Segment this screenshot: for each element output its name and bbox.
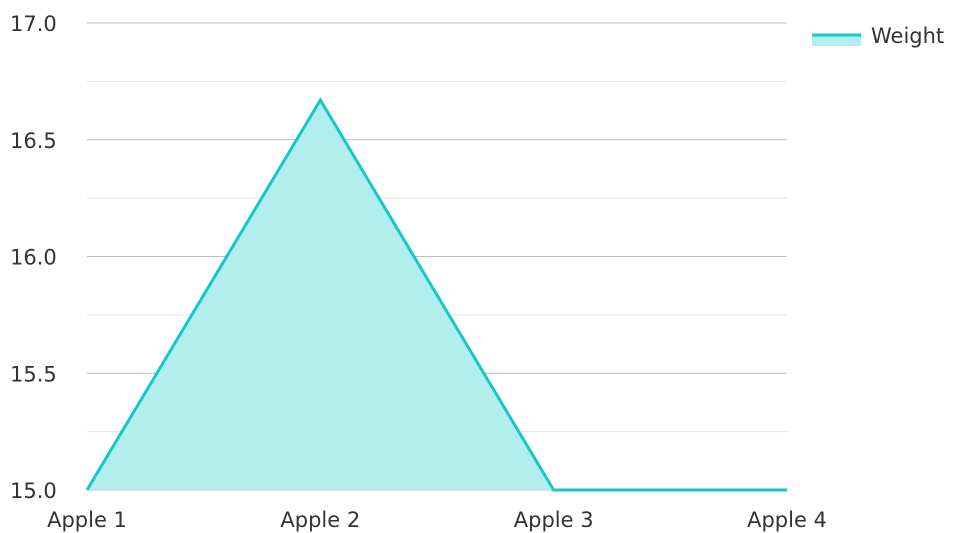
y-axis: 15.0 15.5 16.0 16.5 17.0 bbox=[10, 12, 57, 503]
series-area-layer bbox=[85, 97, 788, 492]
x-tick-label: Apple 3 bbox=[514, 508, 594, 532]
x-tick-label: Apple 2 bbox=[280, 508, 360, 532]
legend: Weight bbox=[812, 24, 944, 48]
series-line-weight bbox=[85, 97, 787, 492]
x-tick-label: Apple 1 bbox=[47, 508, 127, 532]
legend-label-weight: Weight bbox=[871, 24, 944, 48]
y-tick-label: 16.0 bbox=[10, 246, 57, 270]
x-tick-label: Apple 4 bbox=[747, 508, 827, 532]
y-tick-label: 15.0 bbox=[10, 479, 57, 503]
y-tick-label: 15.5 bbox=[10, 362, 57, 386]
legend-swatch-weight bbox=[812, 34, 861, 46]
x-axis: Apple 1 Apple 2 Apple 3 Apple 4 bbox=[47, 508, 827, 532]
y-tick-label: 16.5 bbox=[10, 129, 57, 153]
y-tick-label: 17.0 bbox=[10, 12, 57, 36]
